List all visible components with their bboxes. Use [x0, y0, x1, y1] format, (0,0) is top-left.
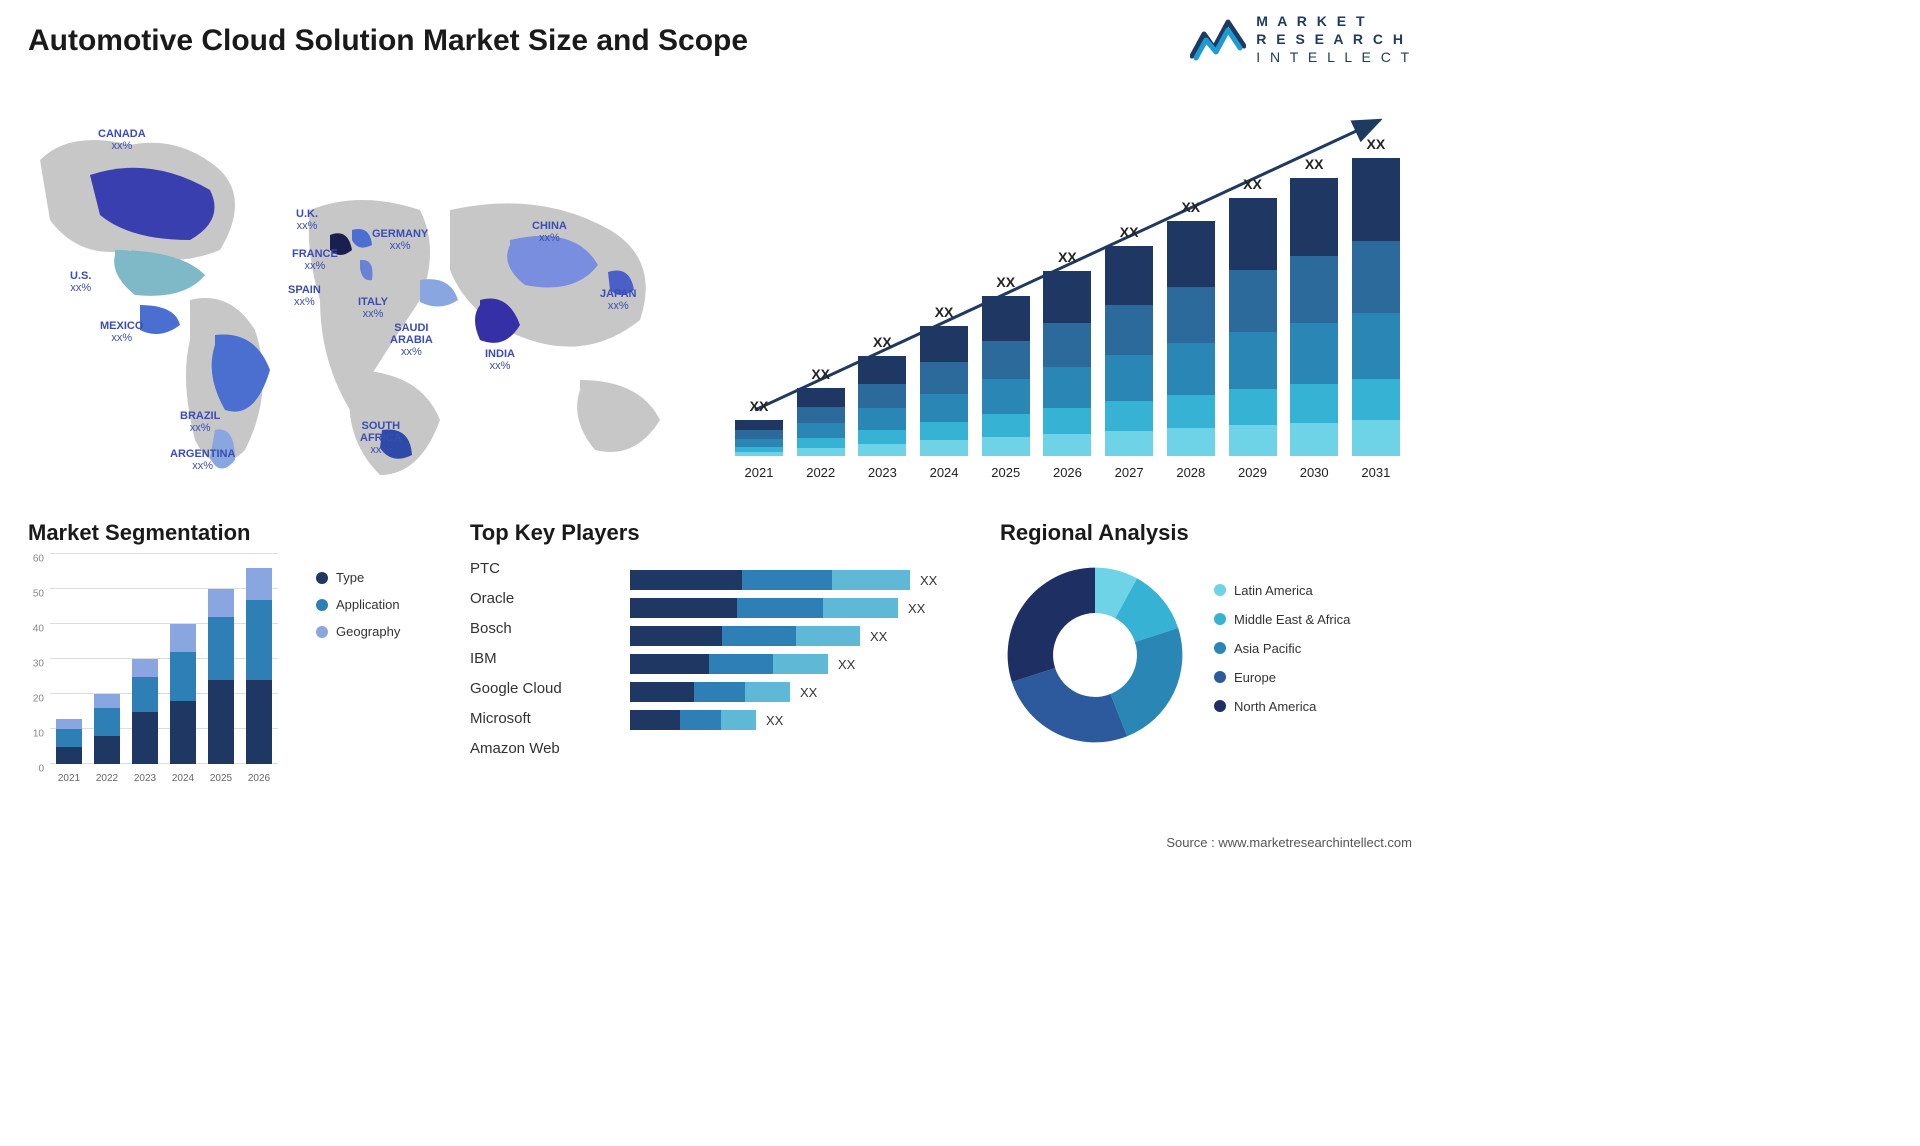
- map-label: CHINAxx%: [532, 220, 567, 244]
- logo-icon: [1190, 16, 1246, 62]
- player-name: Google Cloud: [470, 674, 562, 704]
- growth-bar: XX: [982, 296, 1030, 456]
- seg-bar: [94, 694, 120, 764]
- legend-item: North America: [1214, 699, 1350, 714]
- donut-slice: [1110, 628, 1182, 736]
- map-label: CANADAxx%: [98, 128, 146, 152]
- donut-slice: [1012, 668, 1127, 742]
- map-label: U.S.xx%: [70, 270, 91, 294]
- regional-title: Regional Analysis: [1000, 520, 1410, 546]
- players-list: PTCOracleBoschIBMGoogle CloudMicrosoftAm…: [470, 554, 562, 764]
- growth-bar: XX: [858, 356, 906, 456]
- brand-logo: M A R K E T R E S E A R C H I N T E L L …: [1190, 12, 1412, 67]
- growth-bar: XX: [1167, 221, 1215, 456]
- logo-text: M A R K E T R E S E A R C H I N T E L L …: [1256, 12, 1412, 67]
- legend-item: Latin America: [1214, 583, 1350, 598]
- donut-slice: [1008, 568, 1095, 682]
- player-name: Amazon Web: [470, 734, 562, 764]
- growth-bar-chart: XXXXXXXXXXXXXXXXXXXXXX 20212022202320242…: [735, 100, 1400, 480]
- map-label: MEXICOxx%: [100, 320, 143, 344]
- donut-chart: [1000, 560, 1190, 750]
- seg-bar: [208, 589, 234, 764]
- growth-bar: XX: [1352, 158, 1400, 456]
- growth-bar: XX: [920, 326, 968, 456]
- growth-bar: XX: [735, 420, 783, 456]
- player-bar-row: XX: [630, 650, 960, 678]
- seg-bar: [56, 719, 82, 765]
- regional-panel: Regional Analysis Latin America Middle Ea…: [1000, 520, 1410, 750]
- seg-bar: [170, 624, 196, 764]
- growth-bar: XX: [1043, 271, 1091, 456]
- map-label: JAPANxx%: [600, 288, 636, 312]
- legend-item: Geography: [316, 624, 400, 639]
- world-map: CANADAxx% U.S.xx% MEXICOxx% BRAZILxx% ARGENT…: [20, 100, 700, 490]
- player-name: Oracle: [470, 584, 562, 614]
- seg-bar: [132, 659, 158, 764]
- map-label: ITALYxx%: [358, 296, 388, 320]
- regional-legend: Latin America Middle East & Africa Asia Pa…: [1214, 583, 1350, 728]
- seg-bar: [246, 568, 272, 764]
- map-label: SPAINxx%: [288, 284, 321, 308]
- legend-item: Type: [316, 570, 400, 585]
- segmentation-panel: Market Segmentation 0102030405060 202120…: [28, 520, 428, 784]
- map-label: FRANCExx%: [292, 248, 338, 272]
- legend-item: Application: [316, 597, 400, 612]
- map-label: ARGENTINAxx%: [170, 448, 235, 472]
- source-text: Source : www.marketresearchintellect.com: [1166, 835, 1412, 850]
- player-bar-row: XX: [630, 594, 960, 622]
- map-label: SAUDIARABIAxx%: [390, 322, 433, 358]
- player-name: Bosch: [470, 614, 562, 644]
- legend-item: Middle East & Africa: [1214, 612, 1350, 627]
- player-bar-row: XX: [630, 706, 960, 734]
- players-panel: Top Key Players PTCOracleBoschIBMGoogle …: [470, 520, 970, 554]
- segmentation-legend: Type Application Geography: [316, 570, 400, 651]
- player-bar-row: XX: [630, 622, 960, 650]
- legend-item: Europe: [1214, 670, 1350, 685]
- player-name: PTC: [470, 554, 562, 584]
- growth-bar: XX: [797, 388, 845, 456]
- player-name: Microsoft: [470, 704, 562, 734]
- growth-bar: XX: [1105, 246, 1153, 456]
- players-title: Top Key Players: [470, 520, 970, 546]
- segmentation-chart: 0102030405060 202120222023202420252026: [28, 554, 278, 784]
- growth-bar: XX: [1290, 178, 1338, 456]
- page-title: Automotive Cloud Solution Market Size an…: [28, 24, 748, 58]
- legend-item: Asia Pacific: [1214, 641, 1350, 656]
- map-label: SOUTHAFRICAxx%: [360, 420, 402, 456]
- map-label: U.K.xx%: [296, 208, 318, 232]
- growth-bar: XX: [1229, 198, 1277, 456]
- player-name: IBM: [470, 644, 562, 674]
- segmentation-title: Market Segmentation: [28, 520, 428, 546]
- players-bars: XXXXXXXXXXXX: [630, 566, 960, 734]
- map-label: BRAZILxx%: [180, 410, 220, 434]
- player-bar-row: XX: [630, 566, 960, 594]
- map-label: INDIAxx%: [485, 348, 515, 372]
- map-label: GERMANYxx%: [372, 228, 428, 252]
- player-bar-row: XX: [630, 678, 960, 706]
